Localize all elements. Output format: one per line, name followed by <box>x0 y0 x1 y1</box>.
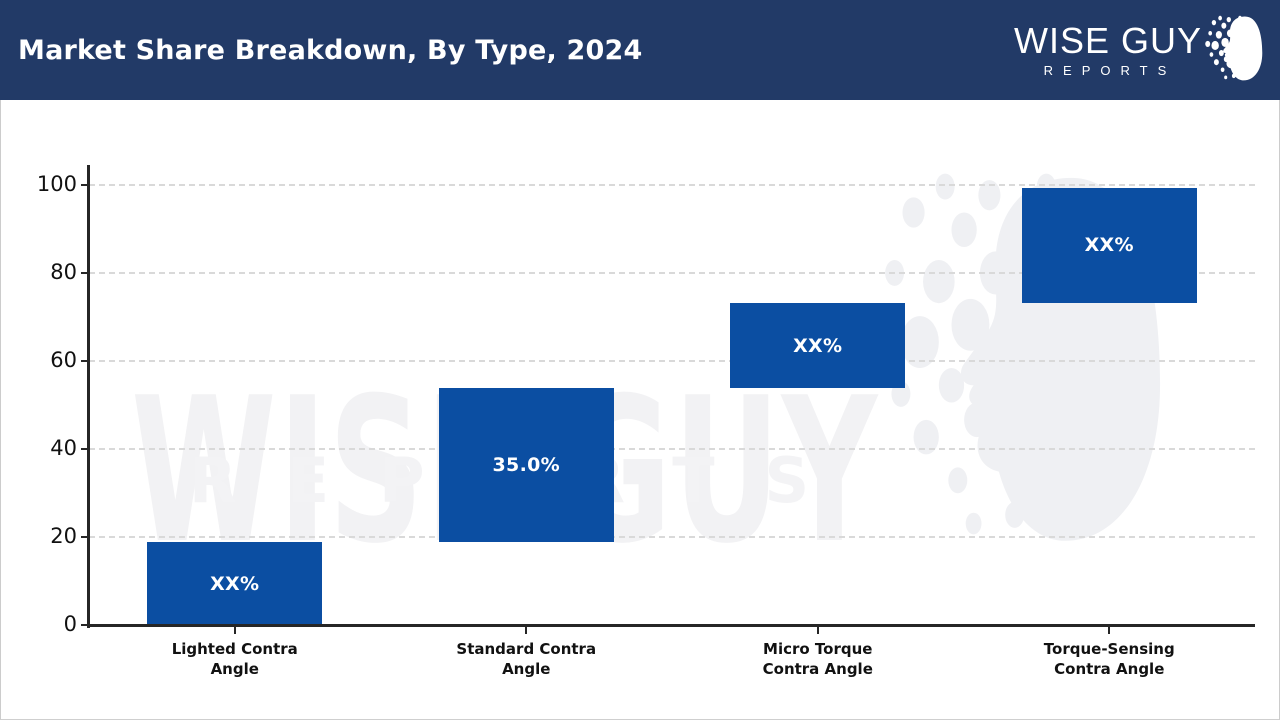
wise-guy-reports-logo: WISE GUY REPORTS <box>1014 12 1266 88</box>
x-tick-mark <box>233 627 236 634</box>
x-category-label-line: Torque-Sensing <box>1043 640 1175 658</box>
x-category-label-line: Lighted Contra <box>171 640 298 658</box>
y-tick-label: 80 <box>50 260 77 284</box>
x-category-label-line: Contra Angle <box>1054 660 1165 678</box>
y-tick-label: 100 <box>36 172 77 196</box>
x-category-label-line: Angle <box>210 660 259 678</box>
logo-wordmark-block: WISE GUY REPORTS <box>1013 19 1202 78</box>
y-tick-label: 40 <box>50 436 77 460</box>
bar-value-label: XX% <box>1084 234 1134 257</box>
header-bar: Market Share Breakdown, By Type, 2024 WI… <box>0 0 1280 100</box>
x-category-label-line: Contra Angle <box>762 660 873 678</box>
x-category-label-line: Angle <box>502 660 551 678</box>
x-category-label: Torque-Sensing Contra Angle <box>999 639 1219 679</box>
bar-value-label: 35.0% <box>492 454 560 477</box>
gridline <box>89 448 1255 450</box>
y-tick-mark <box>81 184 89 186</box>
y-tick-label: 20 <box>50 524 77 548</box>
y-tick-mark <box>81 448 89 450</box>
gridline <box>89 536 1255 538</box>
gridline <box>89 360 1255 362</box>
logo-subtitle: REPORTS <box>1043 62 1177 78</box>
bar-value-label: XX% <box>793 334 843 357</box>
y-tick-label: 60 <box>50 348 77 372</box>
x-category-label-line: Micro Torque <box>763 640 873 658</box>
bar-segment: XX% <box>147 542 323 625</box>
dotted-head-profile-icon <box>1205 15 1263 81</box>
y-tick-mark <box>81 624 89 626</box>
gridline <box>89 184 1255 186</box>
plot-area: WISE GUY REPORTS 020406080100XX%Lighted … <box>0 100 1280 720</box>
bar-segment: XX% <box>730 302 906 389</box>
gridline <box>89 272 1255 274</box>
y-tick-mark <box>81 536 89 538</box>
y-axis-line <box>87 165 90 628</box>
y-tick-mark <box>81 360 89 362</box>
page-title: Market Share Breakdown, By Type, 2024 <box>18 34 643 66</box>
bar-segment: XX% <box>1021 187 1197 303</box>
y-tick-mark <box>81 272 89 274</box>
x-tick-mark <box>525 627 528 634</box>
bar-segment: 35.0% <box>438 388 614 543</box>
x-axis-line <box>87 624 1255 627</box>
bar-value-label: XX% <box>210 572 260 595</box>
x-category-label: Standard Contra Angle <box>416 639 636 679</box>
x-tick-mark <box>816 627 819 634</box>
x-category-label: Micro Torque Contra Angle <box>708 639 928 679</box>
x-category-label: Lighted Contra Angle <box>125 639 345 679</box>
logo-wordmark: WISE GUY <box>1013 19 1202 61</box>
x-category-label-line: Standard Contra <box>456 640 597 658</box>
y-tick-label: 0 <box>63 612 77 636</box>
x-tick-mark <box>1108 627 1111 634</box>
